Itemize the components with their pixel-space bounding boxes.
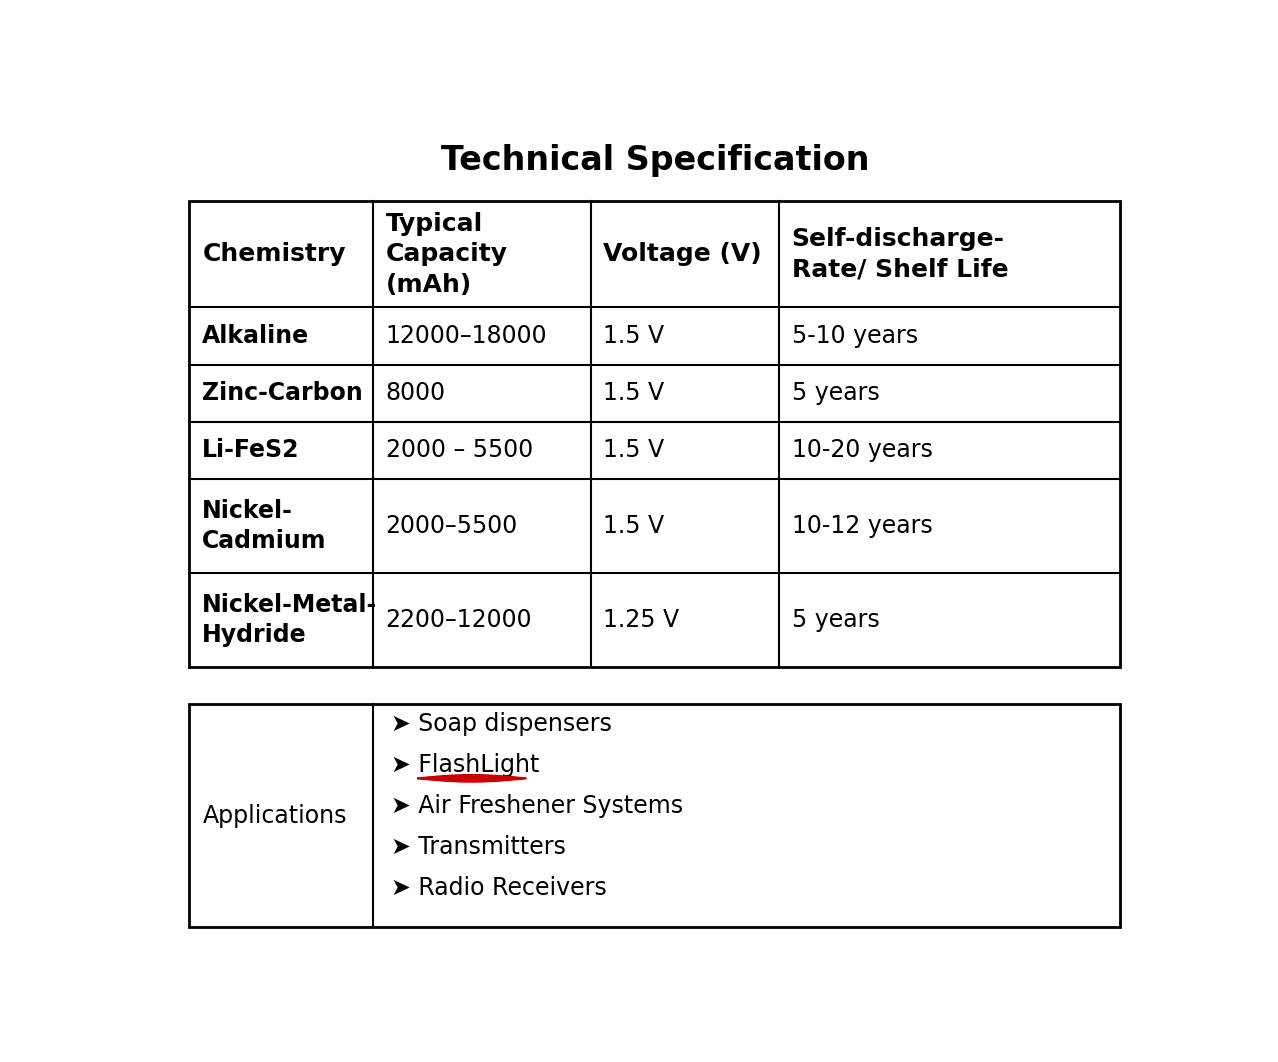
Text: 5-10 years: 5-10 years xyxy=(791,324,918,348)
Text: 5 years: 5 years xyxy=(791,381,879,406)
Text: ➤ Air Freshener Systems: ➤ Air Freshener Systems xyxy=(391,794,682,818)
Text: Nickel-Metal-
Hydride: Nickel-Metal- Hydride xyxy=(202,593,377,648)
Bar xyxy=(189,704,1121,927)
Bar xyxy=(189,201,1121,667)
Text: Nickel-
Cadmium: Nickel- Cadmium xyxy=(202,499,327,553)
Text: 1.25 V: 1.25 V xyxy=(603,609,680,632)
Text: 10-12 years: 10-12 years xyxy=(791,514,933,538)
Text: 1.5 V: 1.5 V xyxy=(603,324,665,348)
Text: 2000–5500: 2000–5500 xyxy=(386,514,518,538)
Text: ➤ Transmitters: ➤ Transmitters xyxy=(391,835,565,859)
Text: Technical Specification: Technical Specification xyxy=(441,143,869,176)
Text: ➤ Soap dispensers: ➤ Soap dispensers xyxy=(391,713,611,736)
Text: 12000–18000: 12000–18000 xyxy=(386,324,547,348)
Text: 2000 – 5500: 2000 – 5500 xyxy=(386,439,533,462)
Text: ➤ FlashLight: ➤ FlashLight xyxy=(391,753,539,777)
Text: 1.5 V: 1.5 V xyxy=(603,439,665,462)
Text: 2200–12000: 2200–12000 xyxy=(386,609,532,632)
Text: 1.5 V: 1.5 V xyxy=(603,381,665,406)
Text: Applications: Applications xyxy=(202,804,346,827)
Text: 8000: 8000 xyxy=(386,381,446,406)
Text: Chemistry: Chemistry xyxy=(202,242,346,267)
Text: Alkaline: Alkaline xyxy=(202,324,309,348)
Text: 1.5 V: 1.5 V xyxy=(603,514,665,538)
Text: Voltage (V): Voltage (V) xyxy=(603,242,762,267)
Text: ➤ Radio Receivers: ➤ Radio Receivers xyxy=(391,876,606,900)
Text: Li-FeS2: Li-FeS2 xyxy=(202,439,300,462)
Text: Zinc-Carbon: Zinc-Carbon xyxy=(202,381,363,406)
Text: Typical
Capacity
(mAh): Typical Capacity (mAh) xyxy=(386,211,507,297)
Text: Self-discharge-
Rate/ Shelf Life: Self-discharge- Rate/ Shelf Life xyxy=(791,227,1008,281)
Text: 10-20 years: 10-20 years xyxy=(791,439,933,462)
Text: 5 years: 5 years xyxy=(791,609,879,632)
